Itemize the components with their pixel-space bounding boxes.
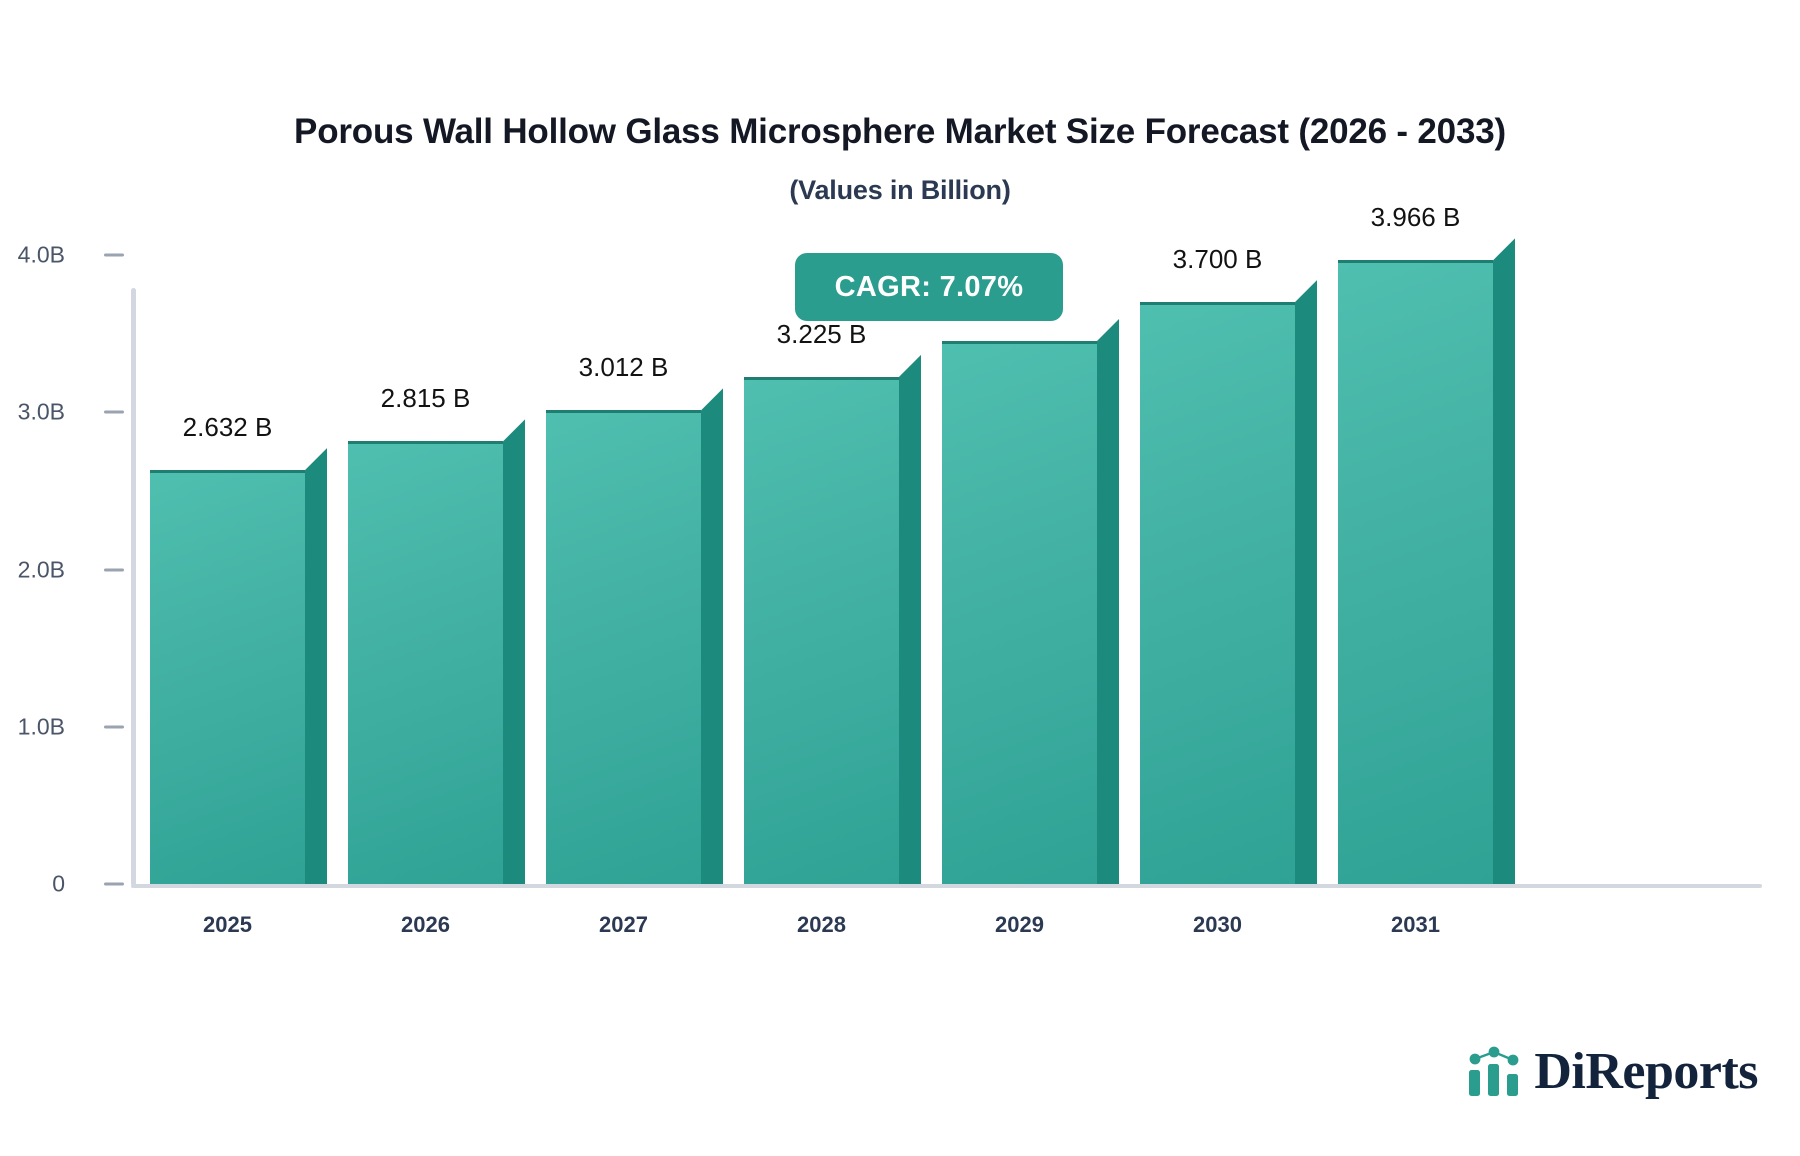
direports-logo: DiReports <box>1466 1046 1758 1098</box>
y-tick-label: 2.0B <box>17 556 65 582</box>
x-tick-label: 2030 <box>1193 912 1242 937</box>
bar-column[interactable]: 3.966 B 2031 <box>1338 0 1515 1156</box>
bar-front-face <box>1338 260 1493 884</box>
bar-front-face <box>348 441 503 884</box>
x-axis-line <box>131 884 1762 888</box>
x-tick-label: 2026 <box>401 912 450 937</box>
bar-column[interactable]: 3.700 B 2030 <box>1140 0 1317 1156</box>
y-tick-mark <box>104 568 124 571</box>
bar-side-face <box>305 448 327 884</box>
bar-side-face <box>1295 280 1317 884</box>
x-tick-label: 2028 <box>797 912 846 937</box>
bar-front-face <box>744 376 899 884</box>
bar-value-label: 3.966 B <box>1370 202 1461 233</box>
bar-side-face <box>503 419 525 884</box>
y-tick-label: 1.0B <box>17 713 65 740</box>
bar-chart-logo-icon <box>1469 1046 1519 1096</box>
y-tick-mark <box>104 253 124 257</box>
bar-side-face <box>701 388 723 884</box>
chart-subtitle: (Values in Billion) <box>789 175 1011 205</box>
x-tick-label: 2025 <box>203 912 252 937</box>
y-tick-label: 4.0B <box>17 241 65 268</box>
bar-value-label: 3.225 B <box>776 318 867 349</box>
cagr-badge: CAGR: 7.07% <box>795 253 1063 321</box>
bar-column[interactable]: 3.453 B2029 <box>942 0 1119 1156</box>
y-tick-label: 0 <box>52 870 65 897</box>
y-tick-mark <box>104 725 124 729</box>
bar-side-face <box>899 354 921 884</box>
bar-side-face <box>1493 238 1515 884</box>
y-tick-label: 3.0B <box>17 398 65 425</box>
bar-column[interactable]: 2.815 B 2026 <box>348 0 525 1156</box>
logo-wordmark: DiReports <box>1534 1043 1758 1100</box>
bar-value-label: 2.815 B <box>380 383 471 414</box>
bar-value-label: 2.632 B <box>182 412 273 443</box>
x-tick-label: 2029 <box>995 912 1044 937</box>
bar-column[interactable]: 2.632 B 2025 <box>150 0 327 1156</box>
bar-side-face <box>1097 319 1119 884</box>
bar-front-face <box>1140 302 1295 884</box>
x-tick-label: 2027 <box>599 912 648 937</box>
bar-column[interactable]: 3.225 B 2028 <box>744 0 921 1156</box>
bar-value-label: 3.012 B <box>578 352 669 383</box>
bar-front-face <box>942 341 1097 884</box>
y-axis-line <box>131 288 136 886</box>
bar-front-face <box>150 470 305 884</box>
cagr-badge-label: CAGR: 7.07% <box>834 270 1024 303</box>
y-tick-mark <box>104 410 124 414</box>
y-tick-mark <box>104 882 124 886</box>
bar-value-label: 3.700 B <box>1172 244 1263 275</box>
bar-front-face <box>546 410 701 884</box>
chart-title: Porous Wall Hollow Glass Microsphere Mar… <box>294 112 1506 151</box>
x-tick-label: 2031 <box>1391 912 1440 937</box>
bar-column[interactable]: 3.012 B 2027 <box>546 0 723 1156</box>
